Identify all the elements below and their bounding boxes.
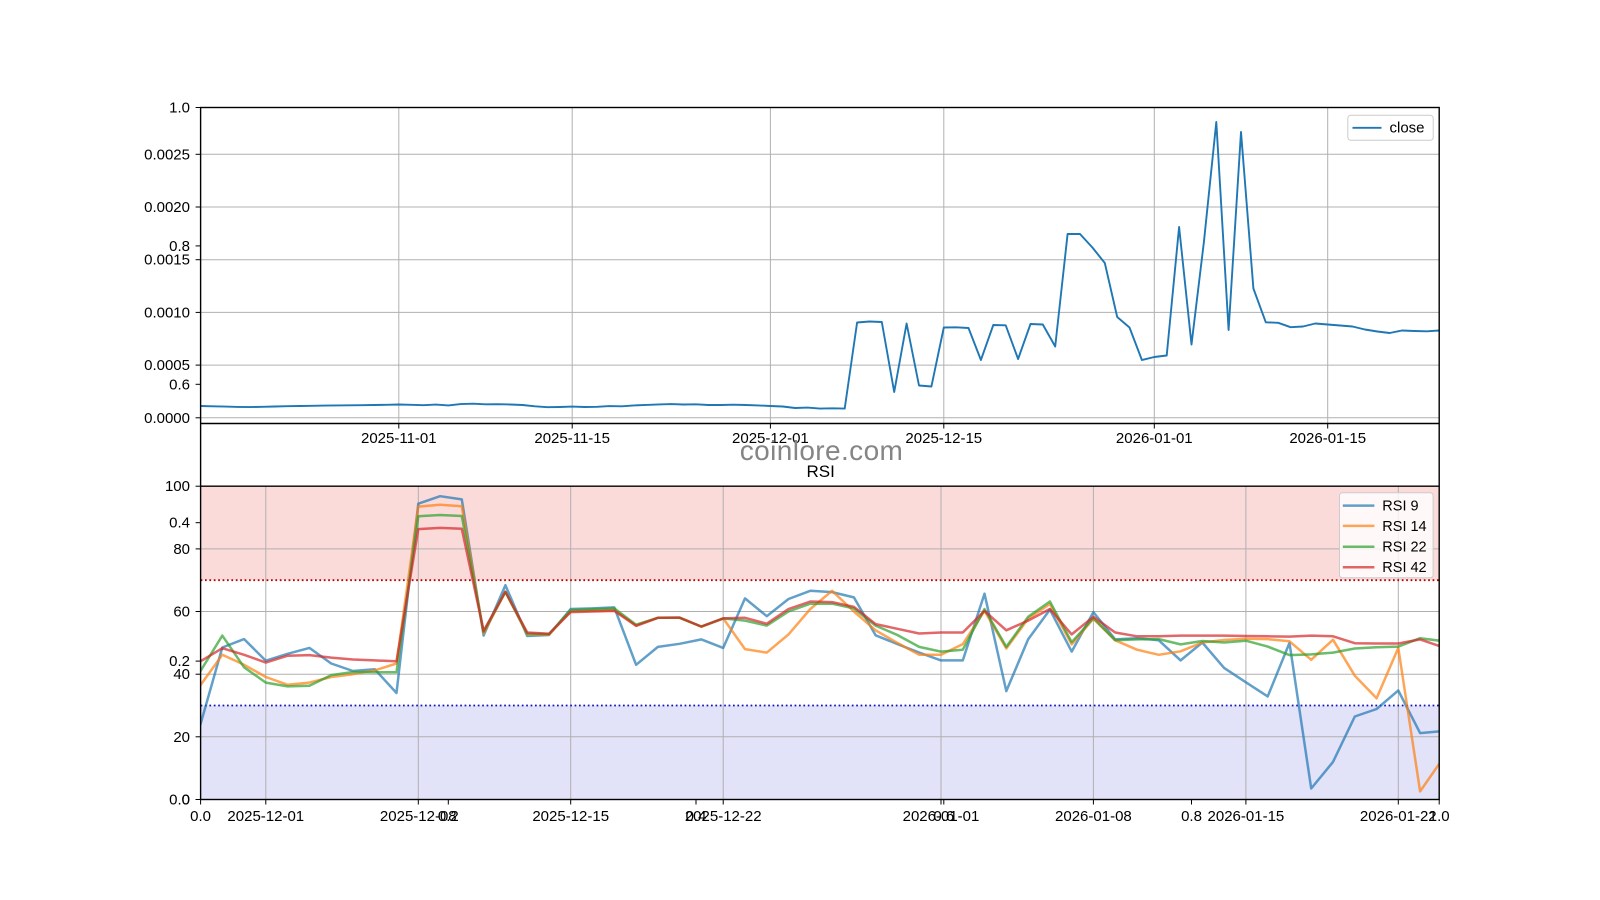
svg-text:2025-12-15: 2025-12-15 [905, 430, 982, 447]
svg-text:1.0: 1.0 [169, 100, 190, 117]
svg-text:RSI 14: RSI 14 [1382, 519, 1426, 535]
svg-text:2025-12-15: 2025-12-15 [532, 808, 609, 825]
svg-text:0.0000: 0.0000 [144, 410, 190, 427]
svg-text:2025-12-22: 2025-12-22 [685, 808, 762, 825]
svg-text:close: close [1390, 119, 1425, 136]
svg-text:2026-01-22: 2026-01-22 [1360, 808, 1437, 825]
svg-text:0.0: 0.0 [169, 792, 190, 809]
svg-text:0.0020: 0.0020 [144, 199, 190, 216]
svg-text:100: 100 [165, 478, 190, 495]
svg-text:RSI: RSI [807, 462, 835, 481]
svg-text:0.4: 0.4 [169, 515, 190, 532]
svg-text:0.2: 0.2 [438, 808, 459, 825]
svg-text:0.4: 0.4 [686, 808, 707, 825]
svg-text:2026-01-15: 2026-01-15 [1289, 430, 1366, 447]
svg-text:2026-01-01: 2026-01-01 [903, 808, 980, 825]
svg-text:40: 40 [173, 666, 190, 683]
svg-text:1.0: 1.0 [1429, 808, 1450, 825]
svg-text:0.2: 0.2 [169, 653, 190, 670]
svg-text:2025-12-08: 2025-12-08 [380, 808, 457, 825]
svg-text:2025-11-01: 2025-11-01 [361, 430, 437, 447]
svg-text:2026-01-01: 2026-01-01 [1116, 430, 1193, 447]
svg-text:coinlore.com: coinlore.com [740, 435, 904, 466]
svg-text:2026-01-08: 2026-01-08 [1055, 808, 1132, 825]
svg-text:2025-11-15: 2025-11-15 [534, 430, 610, 447]
svg-text:60: 60 [173, 604, 190, 621]
svg-text:2025-12-01: 2025-12-01 [227, 808, 304, 825]
svg-text:20: 20 [173, 729, 190, 746]
svg-text:0.0025: 0.0025 [144, 146, 190, 163]
svg-text:0.0010: 0.0010 [144, 304, 190, 321]
svg-text:0.8: 0.8 [1181, 808, 1202, 825]
svg-text:0.0015: 0.0015 [144, 252, 190, 269]
svg-text:0.8: 0.8 [169, 238, 190, 255]
svg-text:RSI 22: RSI 22 [1382, 540, 1426, 556]
svg-text:2025-12-01: 2025-12-01 [732, 430, 809, 447]
svg-text:80: 80 [173, 541, 190, 558]
svg-text:RSI 9: RSI 9 [1382, 499, 1418, 515]
svg-text:2026-01-15: 2026-01-15 [1208, 808, 1285, 825]
svg-text:0.0005: 0.0005 [144, 357, 190, 374]
svg-text:0.6: 0.6 [933, 808, 954, 825]
svg-text:RSI 42: RSI 42 [1382, 560, 1426, 576]
svg-text:0.0: 0.0 [190, 808, 211, 825]
svg-text:0.6: 0.6 [169, 376, 190, 393]
svg-text:0: 0 [182, 792, 190, 809]
